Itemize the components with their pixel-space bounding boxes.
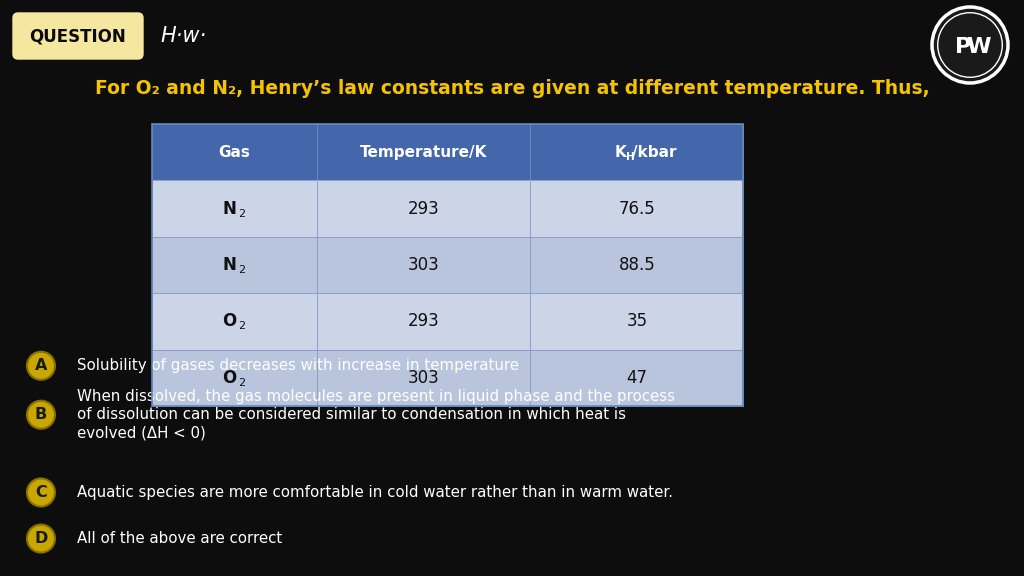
FancyBboxPatch shape (152, 124, 317, 180)
FancyBboxPatch shape (317, 350, 530, 406)
Text: 35: 35 (627, 312, 647, 331)
Text: 303: 303 (408, 256, 440, 274)
Text: 293: 293 (408, 312, 440, 331)
Text: P: P (954, 37, 971, 57)
Text: 2: 2 (238, 321, 245, 331)
Text: O: O (222, 312, 237, 331)
Text: 88.5: 88.5 (618, 256, 655, 274)
FancyBboxPatch shape (530, 124, 743, 180)
Text: 47: 47 (627, 369, 647, 387)
Text: D: D (34, 531, 48, 546)
Circle shape (27, 479, 55, 506)
FancyBboxPatch shape (152, 237, 317, 293)
Circle shape (27, 525, 55, 552)
FancyBboxPatch shape (152, 180, 317, 237)
Text: 293: 293 (408, 199, 440, 218)
Text: W: W (967, 37, 991, 57)
Text: 2: 2 (238, 209, 245, 218)
Text: Solubility of gases decreases with increase in temperature: Solubility of gases decreases with incre… (77, 358, 519, 373)
FancyBboxPatch shape (152, 293, 317, 350)
Text: C: C (35, 485, 47, 500)
Text: For O₂ and N₂, Henry’s law constants are given at different temperature. Thus,: For O₂ and N₂, Henry’s law constants are… (94, 78, 930, 97)
FancyBboxPatch shape (317, 124, 530, 180)
Text: H: H (626, 152, 635, 162)
Text: N: N (222, 199, 237, 218)
Text: When dissolved, the gas molecules are present in liquid phase and the process: When dissolved, the gas molecules are pr… (77, 389, 675, 404)
Text: B: B (35, 407, 47, 422)
Text: K: K (615, 145, 627, 160)
Circle shape (27, 401, 55, 429)
Text: 2: 2 (238, 378, 245, 388)
Text: QUESTION: QUESTION (30, 27, 126, 45)
Circle shape (932, 7, 1008, 83)
Text: of dissolution can be considered similar to condensation in which heat is: of dissolution can be considered similar… (77, 407, 626, 422)
FancyBboxPatch shape (530, 293, 743, 350)
Text: 2: 2 (238, 265, 245, 275)
Text: evolved (ΔH < 0): evolved (ΔH < 0) (77, 425, 206, 440)
FancyBboxPatch shape (13, 13, 143, 59)
Text: Gas: Gas (218, 145, 251, 160)
Circle shape (27, 352, 55, 380)
Text: H·w·: H·w· (160, 26, 206, 46)
Text: Temperature/K: Temperature/K (360, 145, 487, 160)
FancyBboxPatch shape (317, 293, 530, 350)
FancyBboxPatch shape (530, 350, 743, 406)
Text: 76.5: 76.5 (618, 199, 655, 218)
FancyBboxPatch shape (317, 237, 530, 293)
FancyBboxPatch shape (317, 180, 530, 237)
Text: N: N (222, 256, 237, 274)
Text: Aquatic species are more comfortable in cold water rather than in warm water.: Aquatic species are more comfortable in … (77, 485, 673, 500)
Text: /kbar: /kbar (632, 145, 677, 160)
Text: O: O (222, 369, 237, 387)
FancyBboxPatch shape (530, 237, 743, 293)
FancyBboxPatch shape (152, 350, 317, 406)
Text: All of the above are correct: All of the above are correct (77, 531, 282, 546)
Text: A: A (35, 358, 47, 373)
Text: 303: 303 (408, 369, 440, 387)
FancyBboxPatch shape (530, 180, 743, 237)
